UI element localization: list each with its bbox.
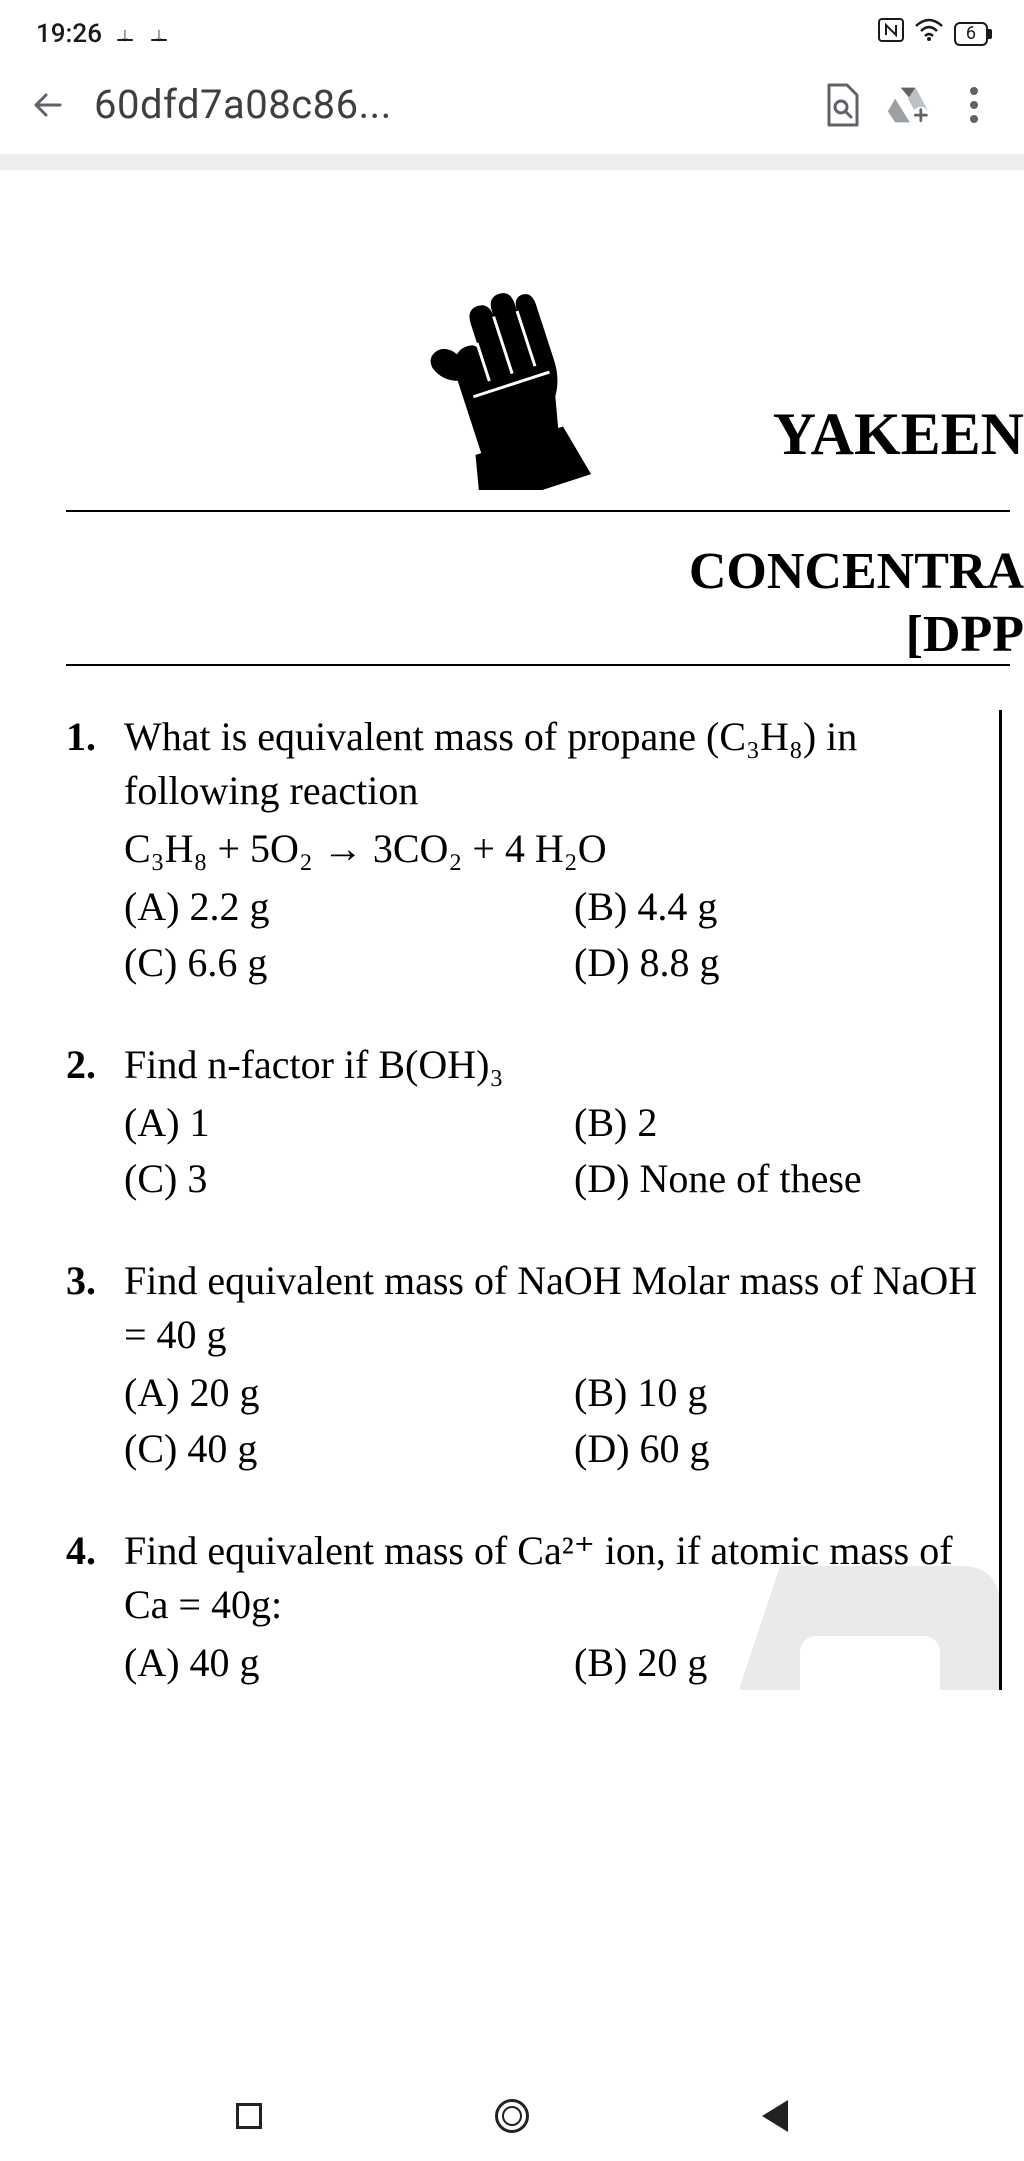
questions-region: 1. What is equivalent mass of propane (C…	[0, 666, 1024, 1690]
section-title: CONCENTRA	[0, 512, 1024, 605]
option-d[interactable]: (D) None of these	[574, 1152, 984, 1206]
option-a[interactable]: (A) 2.2 g	[124, 880, 534, 934]
question-equation: C₃H₈ + 5O₂ → 3CO₂ + 4 H₂O	[124, 822, 984, 876]
question-item: 1. What is equivalent mass of propane (C…	[66, 710, 1024, 990]
status-left: 19:26	[36, 19, 170, 49]
download-icon	[148, 27, 170, 41]
brand-title: YAKEEN	[773, 400, 1024, 469]
option-d[interactable]: (D) 60 g	[574, 1422, 984, 1476]
option-a[interactable]: (A) 40 g	[124, 1636, 534, 1690]
recent-apps-button[interactable]	[236, 2103, 262, 2129]
find-in-page-icon[interactable]	[820, 83, 864, 127]
options-grid: (A) 2.2 g (B) 4.4 g (C) 6.6 g (D) 8.8 g	[124, 880, 984, 990]
back-button[interactable]	[28, 83, 72, 127]
status-right: 6	[878, 18, 988, 49]
question-body: Find equivalent mass of Ca²⁺ ion, if ato…	[124, 1524, 1024, 1690]
drive-add-icon[interactable]	[886, 83, 930, 127]
question-item: 3. Find equivalent mass of NaOH Molar ma…	[66, 1254, 1024, 1476]
option-b[interactable]: (B) 4.4 g	[574, 880, 984, 934]
options-grid: (A) 20 g (B) 10 g (C) 40 g (D) 60 g	[124, 1366, 984, 1476]
toolbar-divider	[0, 154, 1024, 170]
options-grid: (A) 1 (B) 2 (C) 3 (D) None of these	[124, 1096, 984, 1206]
status-time: 19:26	[36, 19, 102, 49]
document-area: YAKEEN CONCENTRA [DPP 1. What is equival…	[0, 170, 1024, 1690]
app-bar: 60dfd7a08c86...	[0, 61, 1024, 154]
download-icon	[114, 27, 136, 41]
option-a[interactable]: (A) 20 g	[124, 1366, 534, 1420]
question-item: 4. Find equivalent mass of Ca²⁺ ion, if …	[66, 1524, 1024, 1690]
options-grid: (A) 40 g (B) 20 g	[124, 1636, 984, 1690]
option-d[interactable]: (D) 8.8 g	[574, 936, 984, 990]
battery-level: 6	[966, 25, 976, 43]
option-b[interactable]: (B) 20 g	[574, 1636, 984, 1690]
status-bar: 19:26 6	[0, 0, 1024, 61]
question-number: 2.	[66, 1038, 124, 1206]
question-body: What is equivalent mass of propane (C₃H₈…	[124, 710, 1024, 990]
wifi-icon	[914, 18, 944, 49]
nfc-icon	[878, 18, 904, 49]
more-icon[interactable]	[952, 83, 996, 127]
question-number: 1.	[66, 710, 124, 990]
back-nav-button[interactable]	[762, 2100, 788, 2132]
question-body: Find equivalent mass of NaOH Molar mass …	[124, 1254, 1024, 1476]
option-c[interactable]: (C) 40 g	[124, 1422, 534, 1476]
home-button[interactable]	[495, 2099, 529, 2133]
question-text: Find equivalent mass of Ca²⁺ ion, if ato…	[124, 1524, 984, 1632]
system-nav-bar	[0, 2071, 1024, 2161]
header-block: YAKEEN	[0, 250, 1024, 510]
option-a[interactable]: (A) 1	[124, 1096, 534, 1150]
option-c[interactable]: (C) 3	[124, 1152, 534, 1206]
section-subtitle: [DPP	[0, 605, 1024, 664]
fist-icon	[386, 250, 596, 494]
option-b[interactable]: (B) 2	[574, 1096, 984, 1150]
question-item: 2. Find n-factor if B(OH)₃ (A) 1 (B) 2 (…	[66, 1038, 1024, 1206]
option-b[interactable]: (B) 10 g	[574, 1366, 984, 1420]
option-c[interactable]: (C) 6.6 g	[124, 936, 534, 990]
battery-icon: 6	[954, 22, 988, 46]
question-body: Find n-factor if B(OH)₃ (A) 1 (B) 2 (C) …	[124, 1038, 1024, 1206]
page-title: 60dfd7a08c86...	[94, 81, 798, 128]
question-text: Find n-factor if B(OH)₃	[124, 1038, 984, 1092]
question-text: What is equivalent mass of propane (C₃H₈…	[124, 710, 984, 818]
question-text: Find equivalent mass of NaOH Molar mass …	[124, 1254, 984, 1362]
question-number: 3.	[66, 1254, 124, 1476]
question-number: 4.	[66, 1524, 124, 1690]
